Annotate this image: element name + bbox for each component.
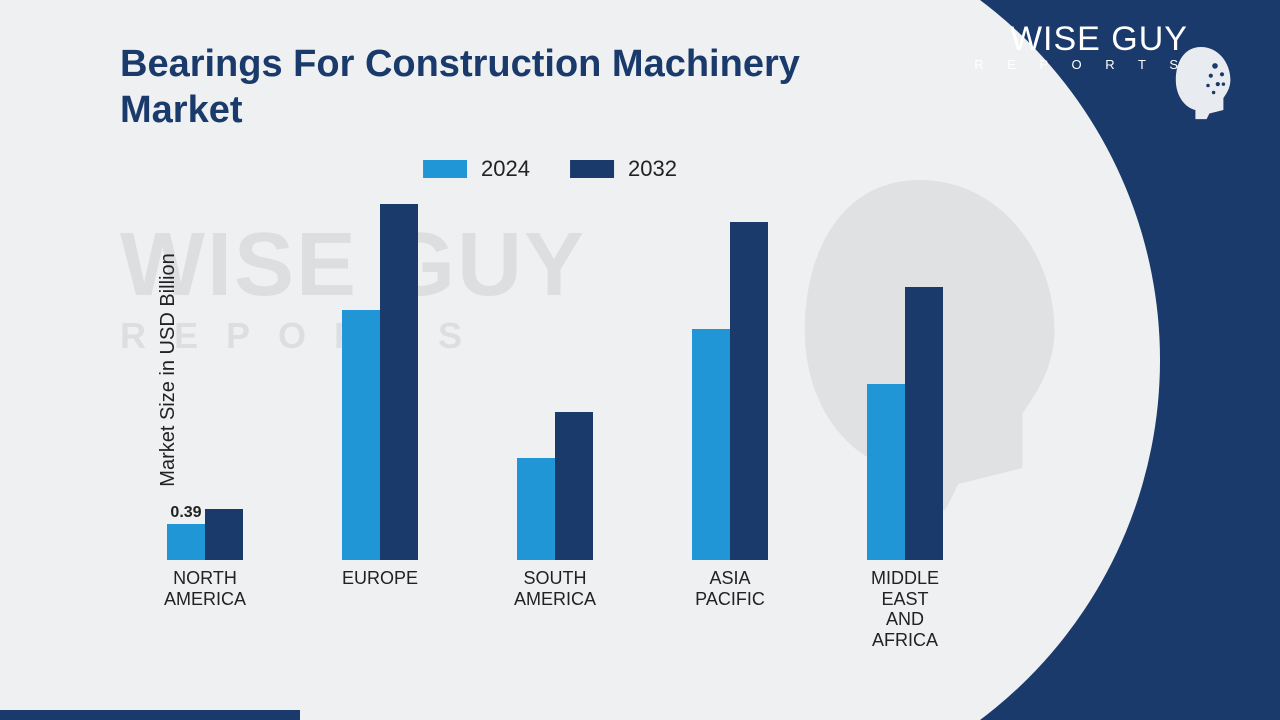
category-label: SOUTHAMERICA (485, 568, 625, 609)
bar (167, 524, 205, 560)
legend-label-2024: 2024 (481, 156, 530, 182)
category-label: EUROPE (310, 568, 450, 589)
bar (867, 384, 905, 560)
bar (342, 310, 380, 560)
logo: WISE GUY R E P O R T S (974, 20, 1248, 72)
bar (905, 287, 943, 560)
legend-label-2032: 2032 (628, 156, 677, 182)
legend-swatch-2032 (570, 160, 614, 178)
category-label: ASIAPACIFIC (660, 568, 800, 609)
logo-sub: R E P O R T S (974, 57, 1188, 72)
bar-group: MIDDLEEASTANDAFRICA (840, 287, 970, 560)
plot-area: 0.39NORTHAMERICA EUROPE SOUTHAMERICA ASIAPA… (140, 190, 980, 560)
bar (692, 329, 730, 560)
bar-value-label: 0.39 (167, 504, 205, 522)
legend-item-2032: 2032 (570, 156, 677, 182)
bar-group: ASIAPACIFIC (665, 222, 795, 560)
bar-group: SOUTHAMERICA (490, 412, 620, 560)
bar (205, 509, 243, 560)
bottom-accent-bar (0, 710, 300, 720)
category-label: NORTHAMERICA (135, 568, 275, 609)
logo-main: WISE GUY (974, 20, 1188, 59)
bar (380, 204, 418, 560)
bar (555, 412, 593, 560)
canvas: WISE GUY REPORTS Bearings For Constructi… (0, 0, 1280, 720)
bar (730, 222, 768, 560)
page-title: Bearings For Construction Machinery Mark… (120, 42, 880, 133)
bar-group: 0.39NORTHAMERICA (140, 509, 270, 560)
legend-item-2024: 2024 (423, 156, 530, 182)
legend-swatch-2024 (423, 160, 467, 178)
bar-group: EUROPE (315, 204, 445, 560)
logo-head-icon (1166, 42, 1236, 122)
category-label: MIDDLEEASTANDAFRICA (835, 568, 975, 651)
bar (517, 458, 555, 560)
legend: 2024 2032 (423, 156, 677, 182)
chart: Market Size in USD Billion 2024 2032 0.3… (110, 160, 990, 580)
